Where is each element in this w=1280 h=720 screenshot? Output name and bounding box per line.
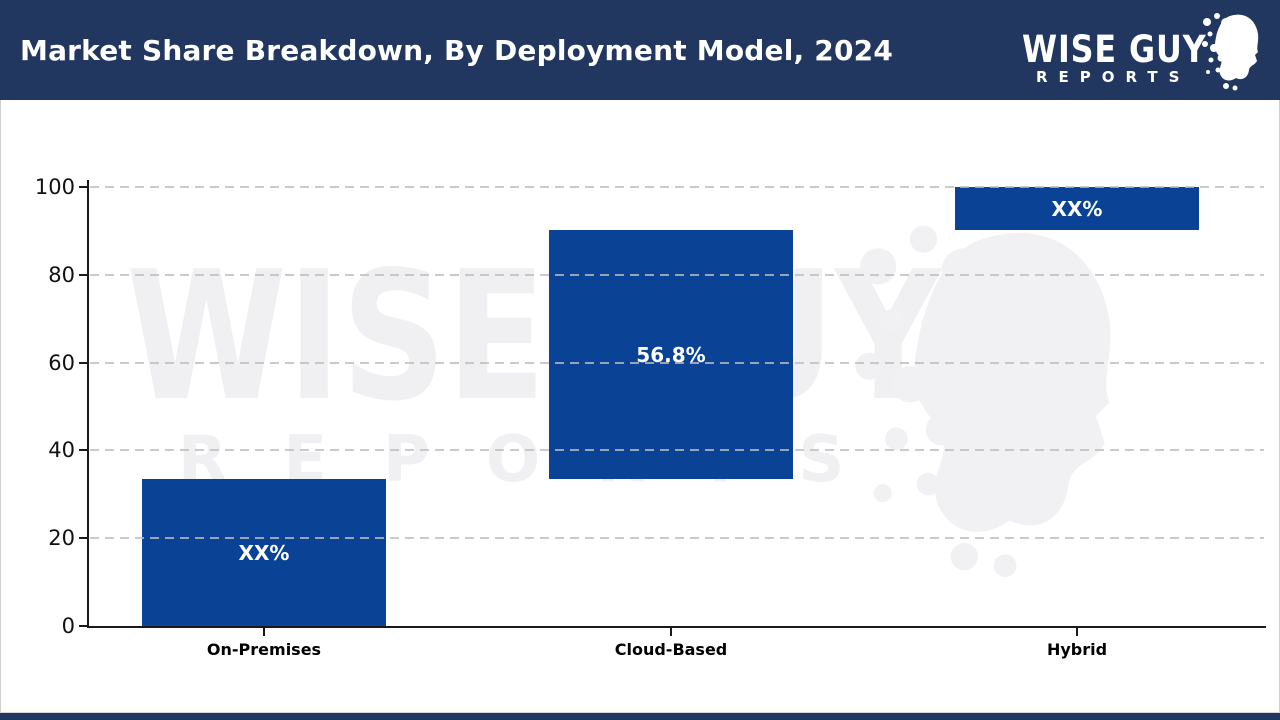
bar-On-Premises xyxy=(142,479,386,626)
y-tick-label-20: 20 xyxy=(48,526,75,551)
x-tick-On-Premises xyxy=(263,628,265,636)
y-tick-20 xyxy=(79,537,87,540)
header-bar: Market Share Breakdown, By Deployment Mo… xyxy=(0,0,1280,100)
gridline-20 xyxy=(90,537,1264,540)
footer-bar xyxy=(0,713,1280,720)
watermark-face xyxy=(855,225,1111,578)
y-tick-40 xyxy=(79,449,87,452)
y-tick-label-60: 60 xyxy=(48,350,75,375)
bar-Cloud-Based xyxy=(549,230,793,480)
x-axis xyxy=(87,626,1266,628)
y-tick-label-0: 0 xyxy=(61,614,75,638)
page-title: Market Share Breakdown, By Deployment Mo… xyxy=(20,34,894,67)
y-tick-80 xyxy=(79,273,87,276)
x-tick-label-On-Premises: On-Premises xyxy=(206,640,322,659)
y-tick-label-40: 40 xyxy=(48,438,75,463)
y-tick-label-80: 80 xyxy=(48,262,75,287)
gridline-60 xyxy=(90,361,1264,364)
bar-label-On-Premises: XX% xyxy=(238,540,290,565)
brand-logo: WISE GUY REPORTS xyxy=(1022,6,1262,96)
y-axis xyxy=(87,180,89,628)
x-tick-Hybrid xyxy=(1076,628,1078,636)
gridline-100 xyxy=(90,186,1264,188)
bar-label-Cloud-Based: 56.8% xyxy=(636,342,706,367)
brand-wordmark: WISE GUY xyxy=(1022,28,1207,71)
bar-label-Hybrid: XX% xyxy=(1051,196,1103,221)
gridline-80 xyxy=(90,273,1264,276)
y-tick-0 xyxy=(79,625,87,627)
x-tick-label-Hybrid: Hybrid xyxy=(1046,640,1108,659)
x-tick-Cloud-Based xyxy=(670,628,672,636)
brand-face-icon xyxy=(1202,13,1259,91)
y-tick-label-100: 100 xyxy=(34,175,75,199)
watermark-wordmark: WISE GUY xyxy=(126,233,941,440)
gridline-40 xyxy=(90,449,1264,452)
bar-Hybrid xyxy=(955,187,1199,231)
x-tick-label-Cloud-Based: Cloud-Based xyxy=(614,640,728,659)
y-tick-100 xyxy=(79,186,87,188)
y-tick-60 xyxy=(79,361,87,364)
brand-wordmark-reports: REPORTS xyxy=(1036,68,1191,86)
